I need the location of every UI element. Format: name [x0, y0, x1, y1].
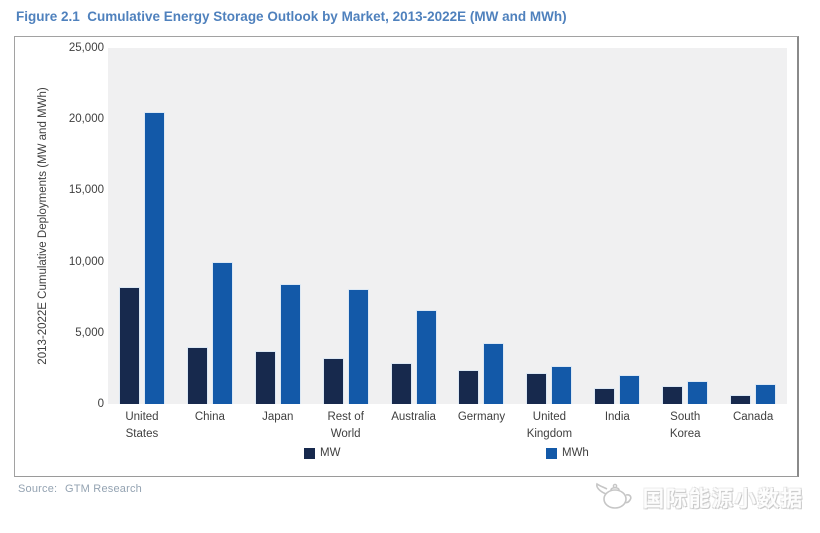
bar-mwh [279, 284, 301, 404]
x-axis-label: South Korea [669, 411, 701, 440]
bar-mw [186, 347, 208, 404]
bar-mwh [483, 342, 505, 404]
x-axis-label: United States [125, 411, 159, 440]
x-axis-label: Rest of World [327, 411, 364, 440]
bar-mwh [415, 310, 437, 404]
bar-mw [118, 287, 140, 404]
bar-mw [730, 394, 752, 404]
bar-mwh [619, 374, 641, 404]
bar-group [583, 48, 651, 404]
x-axis-label: Germany [457, 411, 506, 423]
figure-title: Figure 2.1 Cumulative Energy Storage Out… [16, 9, 567, 24]
bar-mwh [551, 365, 573, 404]
legend-item-mwh: MWh [546, 447, 589, 459]
bar-group [515, 48, 583, 404]
bar-mwh [755, 384, 777, 404]
bar-group [244, 48, 312, 404]
bar-mw [662, 386, 684, 404]
x-axis-label: Canada [732, 411, 774, 423]
teapot-icon [593, 478, 635, 517]
watermark: 国际能源小数据 [593, 478, 804, 517]
chart-box: 25,000 20,000 15,000 10,000 5,000 0 2013-2022… [14, 36, 799, 477]
x-axis-label: China [194, 411, 225, 423]
legend-swatch [304, 447, 315, 459]
x-axis-label: India [604, 411, 630, 423]
bar-mw [458, 369, 480, 404]
bar-mwh [347, 288, 369, 404]
x-axis-label: Australia [391, 411, 436, 423]
legend-item-mw: MW [304, 447, 340, 459]
bar-group [719, 48, 787, 404]
y-axis-tick: 20,000 [68, 113, 104, 126]
y-axis-tick: 10,000 [68, 255, 104, 268]
bar-mw [594, 388, 616, 404]
legend-swatch [546, 447, 557, 459]
bar-group [380, 48, 448, 404]
source-label: Source: [18, 483, 58, 495]
bar-mw [254, 351, 276, 404]
source-value: GTM Research [65, 483, 142, 495]
bar-mw [390, 362, 412, 404]
y-axis-tick: 0 [97, 398, 104, 410]
x-axis-label: United Kingdom [526, 411, 573, 440]
bar-group [651, 48, 719, 404]
y-axis-title: 2013-2022E Cumulative Deployments (MW an… [37, 87, 49, 365]
source-row: Source: GTM Research [18, 483, 142, 495]
y-axis-tick: 25,000 [68, 42, 104, 54]
bar-group [448, 48, 516, 404]
bar-group [108, 48, 176, 404]
bar-mw [322, 358, 344, 404]
bar-mw [526, 373, 548, 404]
bar-mwh [687, 381, 709, 404]
y-axis-tick: 15,000 [68, 184, 104, 197]
y-axis-tick: 5,000 [75, 326, 104, 339]
legend-label-mw: MW [320, 447, 341, 459]
plot-area [108, 48, 787, 404]
bar-mwh [143, 112, 165, 404]
legend-label-mwh: MWh [562, 447, 589, 459]
bar-mwh [211, 261, 233, 404]
x-axis-label: Japan [262, 411, 294, 423]
bar-group [312, 48, 380, 404]
watermark-text: 国际能源小数据 [643, 487, 804, 511]
x-axis-labels: United States China Japan Rest of World Austra… [108, 409, 787, 443]
bar-group [176, 48, 244, 404]
